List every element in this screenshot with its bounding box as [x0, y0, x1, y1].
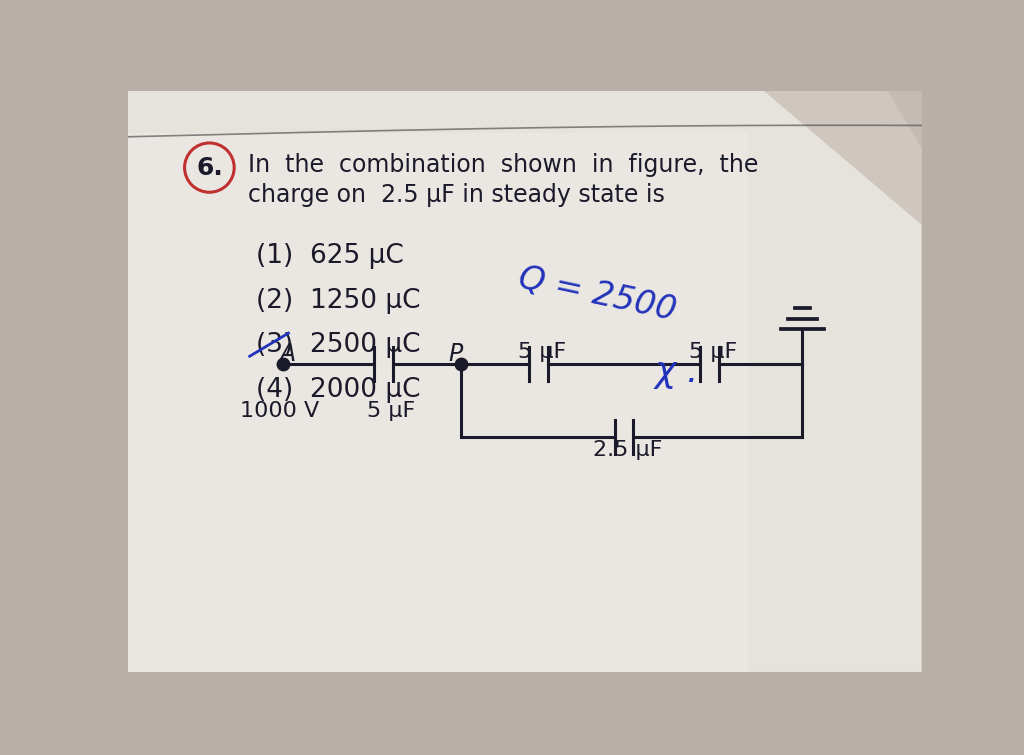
Text: charge on  2.5 μF in steady state is: charge on 2.5 μF in steady state is: [248, 183, 665, 207]
Text: A: A: [279, 342, 295, 366]
Text: χ .: χ .: [655, 355, 699, 389]
Text: 1000 V: 1000 V: [240, 401, 318, 421]
Text: 5 μF: 5 μF: [689, 342, 737, 362]
Polygon shape: [764, 91, 922, 225]
Text: P: P: [447, 342, 462, 366]
Text: (4)  2000 μC: (4) 2000 μC: [256, 378, 421, 403]
Polygon shape: [128, 91, 922, 672]
Text: Q = 2500: Q = 2500: [515, 262, 679, 328]
Text: In  the  combination  shown  in  figure,  the: In the combination shown in figure, the: [248, 153, 759, 177]
Text: (2)  1250 μC: (2) 1250 μC: [256, 288, 421, 314]
Text: 2.5 μF: 2.5 μF: [593, 440, 663, 461]
Text: 6.: 6.: [196, 156, 223, 180]
Text: (3)  2500 μC: (3) 2500 μC: [256, 332, 421, 359]
Text: 5 μF: 5 μF: [368, 401, 416, 421]
Text: 5 μF: 5 μF: [518, 342, 566, 362]
Polygon shape: [128, 133, 748, 672]
Text: (1)  625 μC: (1) 625 μC: [256, 243, 403, 269]
